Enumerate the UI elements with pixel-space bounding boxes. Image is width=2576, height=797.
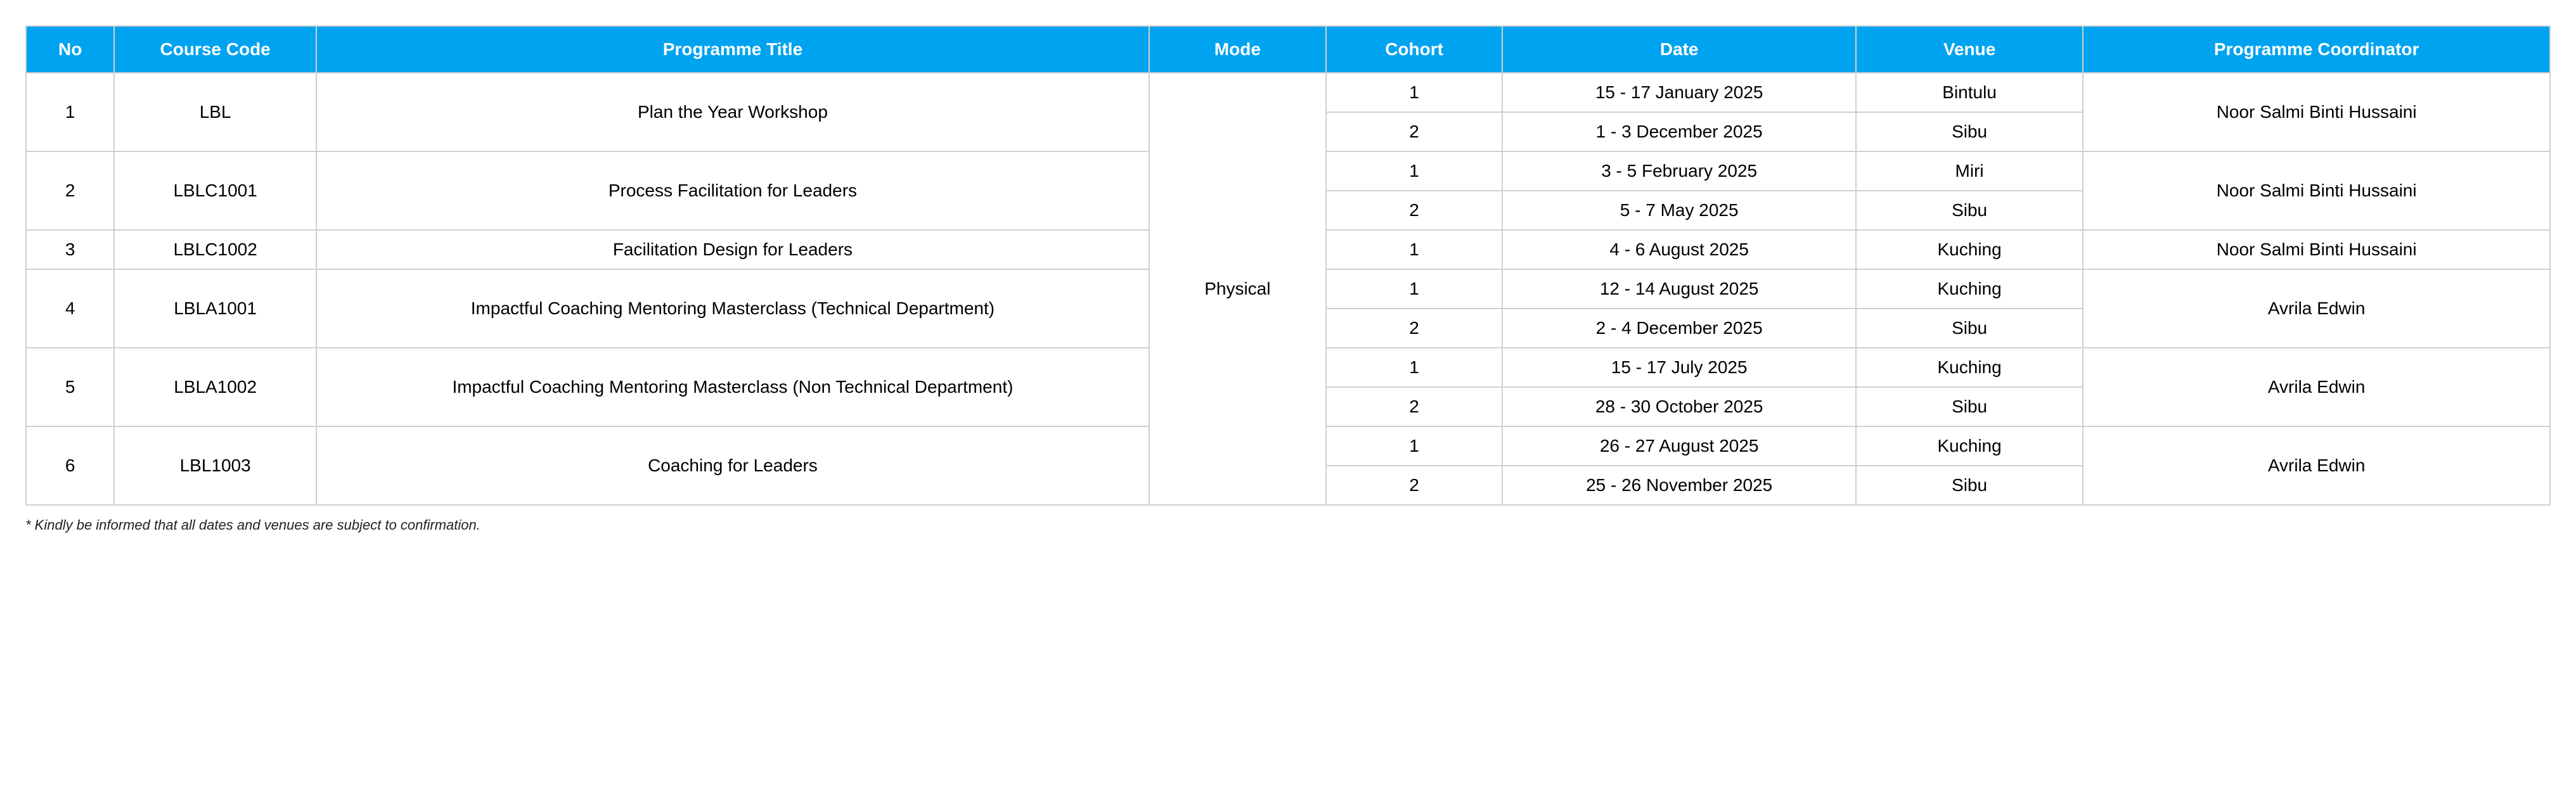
- cell-title: Coaching for Leaders: [316, 426, 1149, 505]
- cell-course-code: LBL: [114, 73, 316, 151]
- cell-date: 4 - 6 August 2025: [1502, 230, 1855, 269]
- cell-coordinator: Noor Salmi Binti Hussaini: [2083, 73, 2550, 151]
- cell-date: 28 - 30 October 2025: [1502, 387, 1855, 426]
- cell-cohort: 1: [1326, 426, 1503, 466]
- cell-cohort: 2: [1326, 466, 1503, 505]
- cell-cohort: 2: [1326, 309, 1503, 348]
- cell-title: Facilitation Design for Leaders: [316, 230, 1149, 269]
- footnote: * Kindly be informed that all dates and …: [25, 517, 2551, 533]
- cell-date: 2 - 4 December 2025: [1502, 309, 1855, 348]
- cell-date: 5 - 7 May 2025: [1502, 191, 1855, 230]
- cell-no: 3: [26, 230, 114, 269]
- cell-venue: Sibu: [1856, 309, 2083, 348]
- cell-no: 6: [26, 426, 114, 505]
- cell-no: 5: [26, 348, 114, 426]
- cell-venue: Kuching: [1856, 269, 2083, 309]
- cell-coordinator: Avrila Edwin: [2083, 269, 2550, 348]
- header-coordinator: Programme Coordinator: [2083, 26, 2550, 73]
- header-cohort: Cohort: [1326, 26, 1503, 73]
- cell-venue: Miri: [1856, 151, 2083, 191]
- header-course-code: Course Code: [114, 26, 316, 73]
- cell-coordinator: Noor Salmi Binti Hussaini: [2083, 230, 2550, 269]
- cell-no: 4: [26, 269, 114, 348]
- cell-venue: Bintulu: [1856, 73, 2083, 112]
- cell-date: 3 - 5 February 2025: [1502, 151, 1855, 191]
- cell-title: Impactful Coaching Mentoring Masterclass…: [316, 348, 1149, 426]
- header-no: No: [26, 26, 114, 73]
- cell-course-code: LBLC1001: [114, 151, 316, 230]
- cell-cohort: 1: [1326, 348, 1503, 387]
- cell-no: 1: [26, 73, 114, 151]
- cell-venue: Sibu: [1856, 191, 2083, 230]
- cell-date: 26 - 27 August 2025: [1502, 426, 1855, 466]
- cell-date: 1 - 3 December 2025: [1502, 112, 1855, 151]
- cell-date: 15 - 17 January 2025: [1502, 73, 1855, 112]
- cell-venue: Kuching: [1856, 230, 2083, 269]
- cell-course-code: LBLA1002: [114, 348, 316, 426]
- cell-cohort: 1: [1326, 230, 1503, 269]
- cell-cohort: 1: [1326, 269, 1503, 309]
- cell-coordinator: Noor Salmi Binti Hussaini: [2083, 151, 2550, 230]
- header-mode: Mode: [1149, 26, 1326, 73]
- cell-cohort: 1: [1326, 151, 1503, 191]
- cell-title: Impactful Coaching Mentoring Masterclass…: [316, 269, 1149, 348]
- cell-venue: Kuching: [1856, 348, 2083, 387]
- cell-mode: Physical: [1149, 73, 1326, 505]
- cell-course-code: LBLA1001: [114, 269, 316, 348]
- cell-date: 25 - 26 November 2025: [1502, 466, 1855, 505]
- cell-course-code: LBLC1002: [114, 230, 316, 269]
- cell-venue: Sibu: [1856, 466, 2083, 505]
- cell-cohort: 2: [1326, 191, 1503, 230]
- cell-cohort: 2: [1326, 112, 1503, 151]
- cell-coordinator: Avrila Edwin: [2083, 348, 2550, 426]
- cell-cohort: 2: [1326, 387, 1503, 426]
- cell-title: Process Facilitation for Leaders: [316, 151, 1149, 230]
- cell-course-code: LBL1003: [114, 426, 316, 505]
- header-venue: Venue: [1856, 26, 2083, 73]
- cell-venue: Sibu: [1856, 387, 2083, 426]
- programme-table-container: No Course Code Programme Title Mode Coho…: [25, 25, 2551, 533]
- table-header: No Course Code Programme Title Mode Coho…: [26, 26, 2550, 73]
- table-body: 1LBLPlan the Year WorkshopPhysical115 - …: [26, 73, 2550, 505]
- cell-title: Plan the Year Workshop: [316, 73, 1149, 151]
- cell-no: 2: [26, 151, 114, 230]
- cell-coordinator: Avrila Edwin: [2083, 426, 2550, 505]
- header-date: Date: [1502, 26, 1855, 73]
- cell-venue: Sibu: [1856, 112, 2083, 151]
- table-row: 1LBLPlan the Year WorkshopPhysical115 - …: [26, 73, 2550, 112]
- cell-date: 15 - 17 July 2025: [1502, 348, 1855, 387]
- programme-table: No Course Code Programme Title Mode Coho…: [25, 25, 2551, 506]
- header-title: Programme Title: [316, 26, 1149, 73]
- cell-date: 12 - 14 August 2025: [1502, 269, 1855, 309]
- cell-cohort: 1: [1326, 73, 1503, 112]
- cell-venue: Kuching: [1856, 426, 2083, 466]
